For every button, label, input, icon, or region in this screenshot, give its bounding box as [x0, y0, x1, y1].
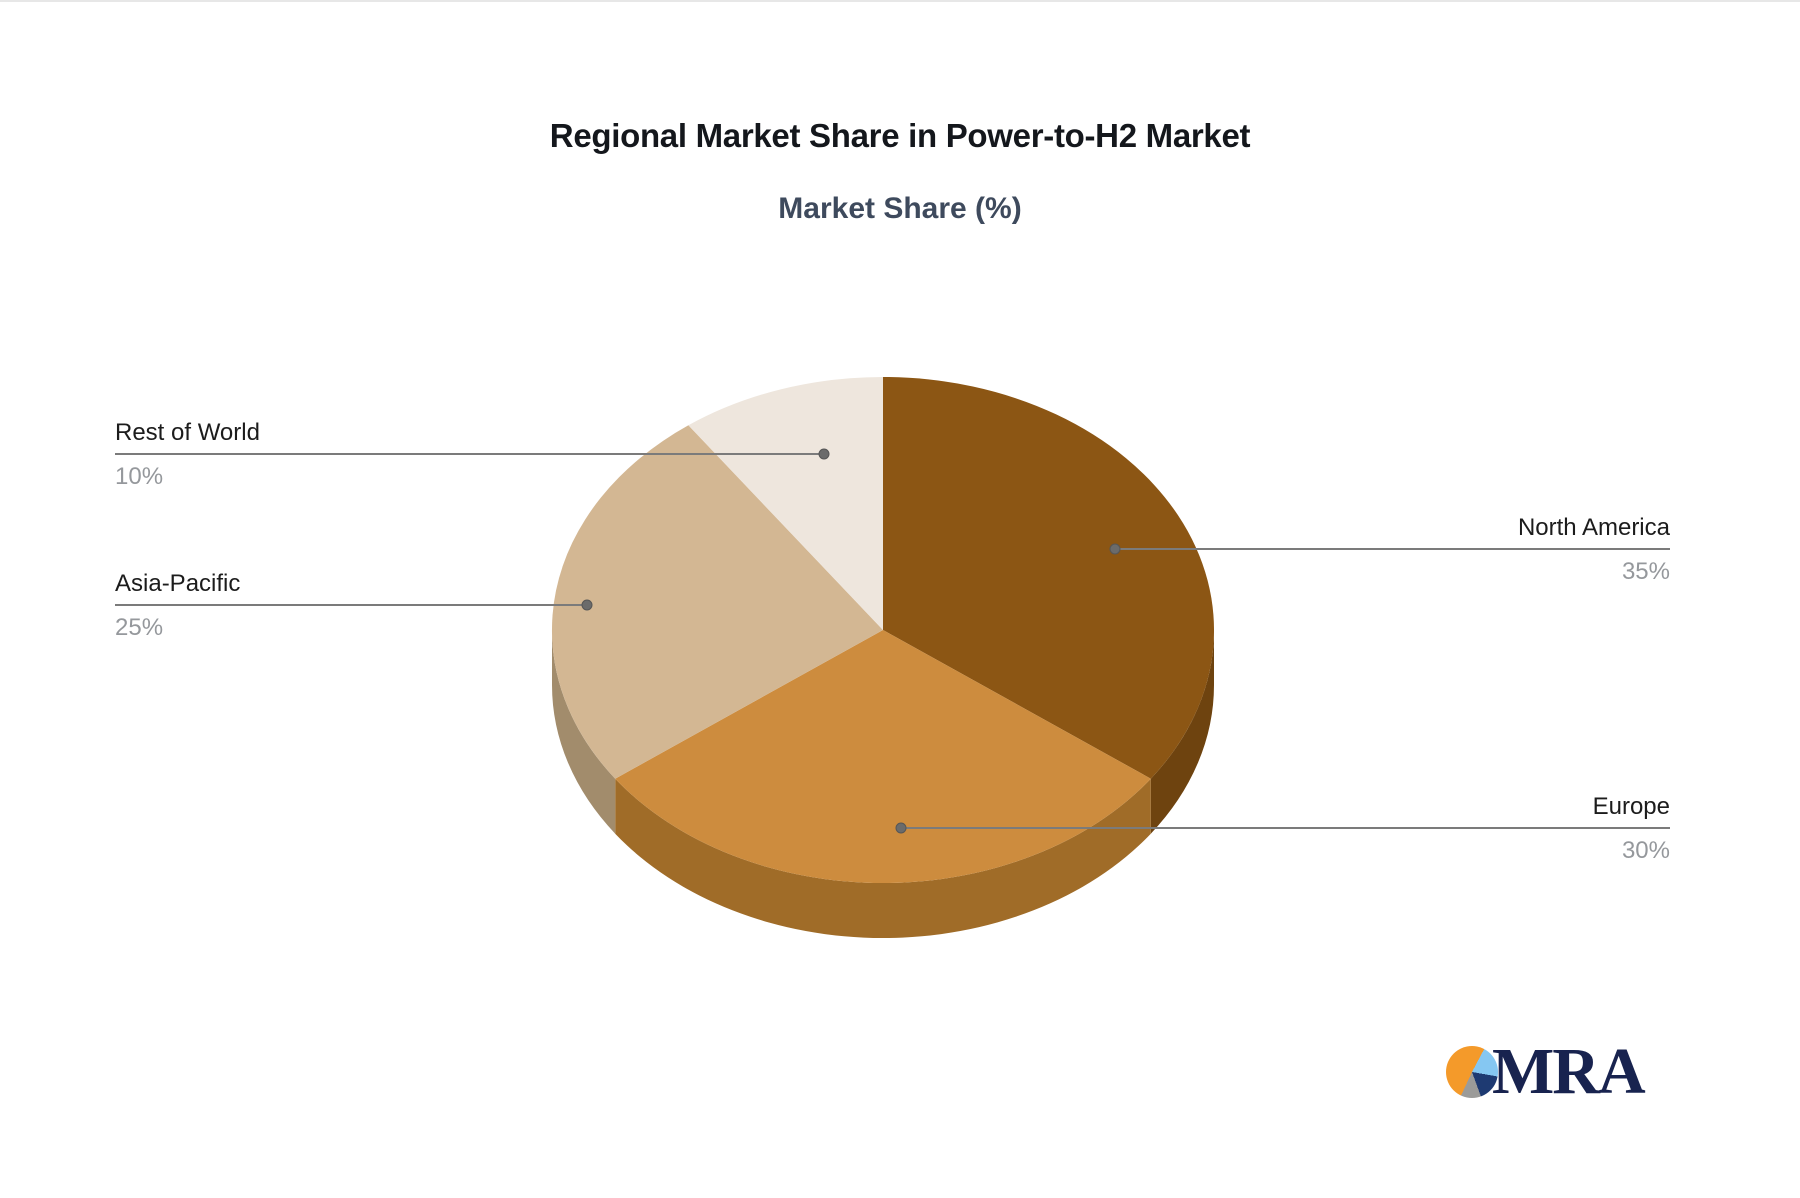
pie-slice-rest-of-world[interactable] [688, 376, 883, 630]
callout-label-asia-pacific: Asia-Pacific [115, 570, 241, 597]
pie-slice-asia-pacific[interactable] [551, 425, 883, 779]
connector-dot-asia-pacific [581, 599, 593, 611]
callout-label-europe: Europe [1592, 793, 1670, 820]
connector-dot-europe [895, 822, 907, 834]
callout-label-rest-of-world: Rest of World [115, 419, 260, 446]
pie-slice-side-asia-pacific [552, 630, 616, 834]
callout-value-asia-pacific: 25% [115, 614, 164, 641]
callout-value-europe: 30% [1621, 837, 1670, 864]
pie-slice-europe[interactable] [615, 630, 1151, 884]
pie-slice-side-north-america [1150, 630, 1214, 834]
callout-value-rest-of-world: 10% [115, 463, 164, 490]
connector-dot-north-america [1109, 543, 1121, 555]
callout-label-north-america: North America [1517, 514, 1670, 541]
chart-title: Regional Market Share in Power-to-H2 Mar… [549, 117, 1251, 154]
chart-subtitle: Market Share (%) [778, 192, 1022, 225]
callout-value-north-america: 35% [1621, 558, 1670, 585]
pie-slice-side-europe [615, 778, 1151, 939]
pie-chart-icon [1446, 1046, 1498, 1098]
connector-dot-rest-of-world [818, 448, 830, 460]
mra-logo: MRA [1446, 1035, 1646, 1108]
logo-text: MRA [1492, 1035, 1646, 1108]
pie-slice-north-america[interactable] [883, 377, 1215, 779]
